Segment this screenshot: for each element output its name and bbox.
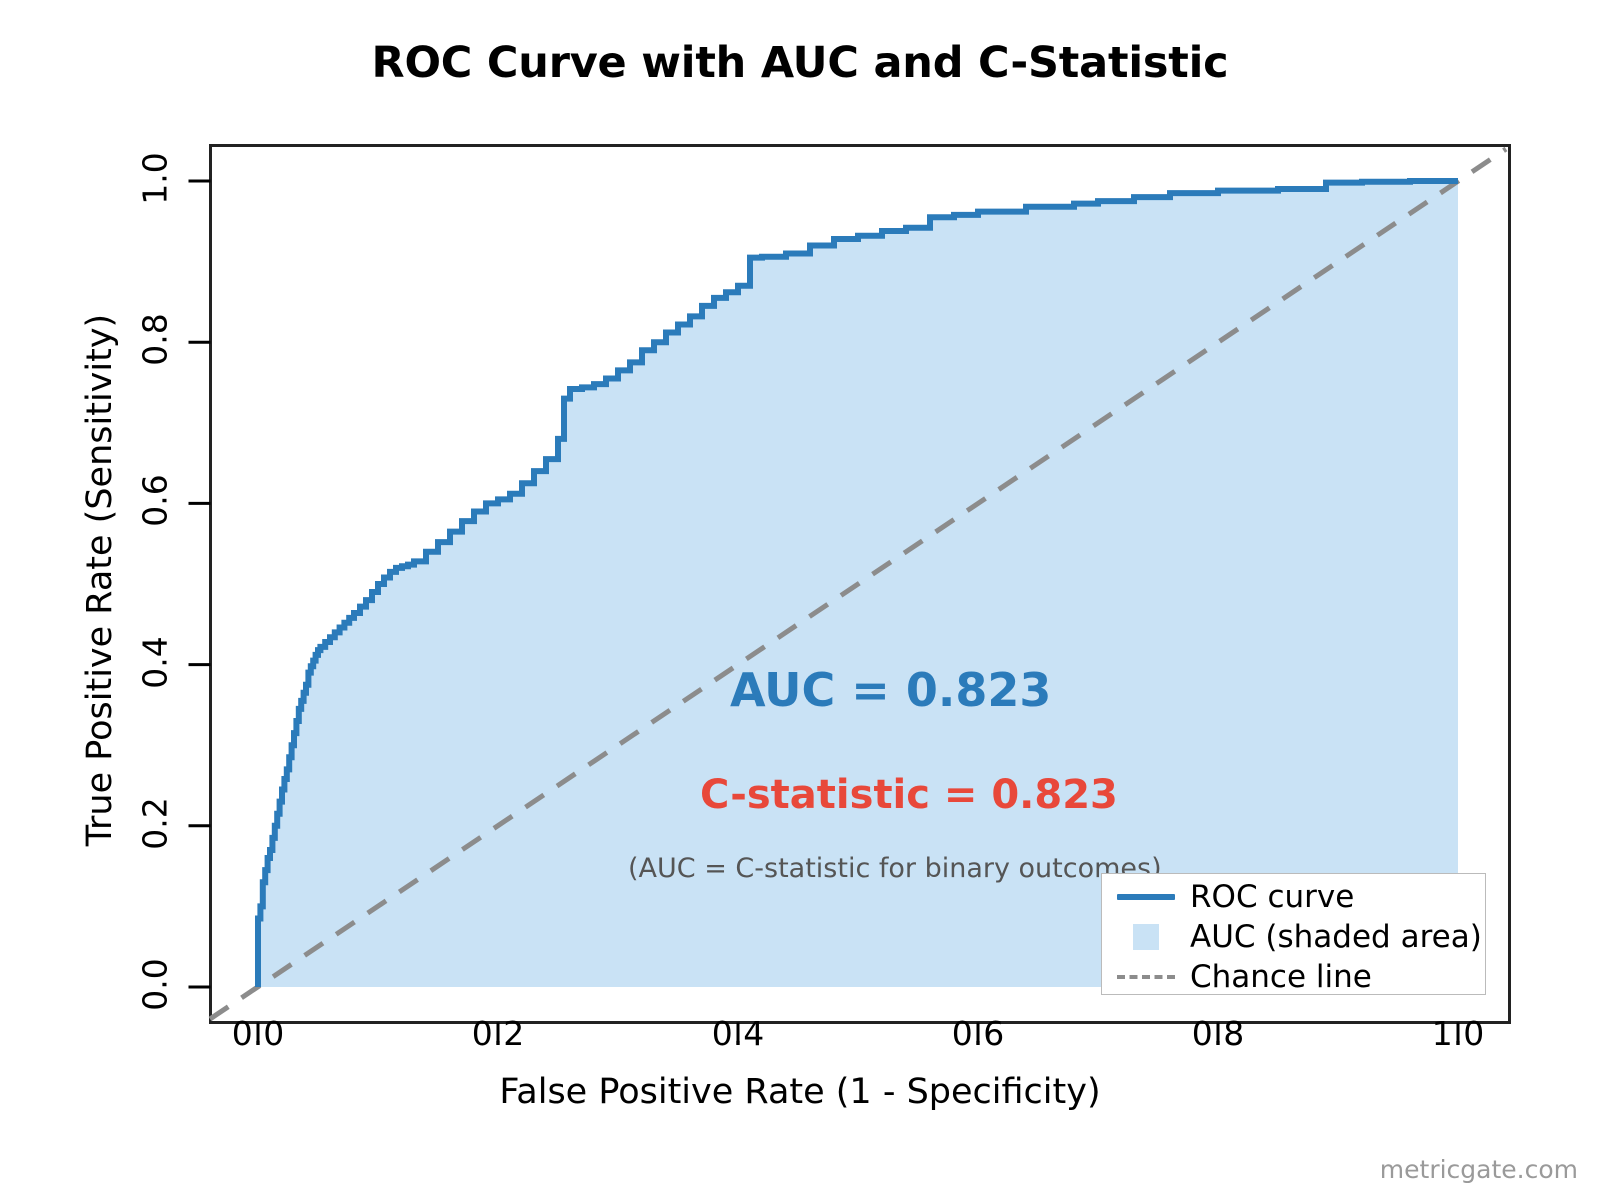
- plot-box-border: [209, 144, 1511, 1024]
- watermark: metricgate.com: [1379, 1155, 1578, 1184]
- y-tick-label: 0.4: [135, 635, 175, 689]
- legend-item-chance-line: Chance line: [1102, 957, 1485, 997]
- auc-annotation: AUC = 0.823: [730, 663, 1052, 717]
- y-tick-label: 0.8: [135, 313, 175, 366]
- y-tick-label: 0.0: [135, 958, 175, 1011]
- x-tick-label: 0.0: [231, 1014, 285, 1053]
- legend-label-roc-curve: ROC curve: [1190, 879, 1355, 915]
- y-tick-label: 0.2: [135, 797, 175, 850]
- x-axis-title: False Positive Rate (1 - Specificity): [499, 1072, 1101, 1112]
- chance-line: [208, 146, 1508, 1022]
- legend: ROC curve AUC (shaded area) Chance line: [1101, 873, 1486, 995]
- y-axis-title: True Positive Rate (Sensitivity): [80, 313, 120, 847]
- legend-label-auc-shaded-area: AUC (shaded area): [1190, 919, 1482, 955]
- x-tick-label: 0.8: [1191, 1014, 1245, 1053]
- chart-title: ROC Curve with AUC and C-Statistic: [371, 38, 1229, 88]
- legend-item-roc-curve: ROC curve: [1102, 877, 1485, 917]
- legend-item-auc-shaded-area: AUC (shaded area): [1102, 917, 1485, 957]
- y-tick-label: 1.0: [135, 152, 175, 205]
- roc-curve-line: [255, 178, 1458, 987]
- legend-label-chance-line: Chance line: [1190, 959, 1372, 995]
- c-statistic-annotation: C-statistic = 0.823: [700, 772, 1118, 818]
- x-axis-ticks: [256, 1022, 1460, 1045]
- x-tick-label: 0.4: [711, 1014, 765, 1053]
- auc-equals-cstat-note: (AUC = C-statistic for binary outcomes): [628, 853, 1162, 884]
- x-tick-label: 0.6: [951, 1014, 1005, 1053]
- dashed-line-key-icon: [1102, 957, 1190, 997]
- x-tick-label: 0.2: [471, 1014, 525, 1053]
- y-axis-ticks: [188, 179, 211, 989]
- x-tick-label: 1.0: [1431, 1014, 1485, 1053]
- line-key-icon: [1102, 877, 1190, 917]
- square-swatch-icon: [1102, 917, 1190, 957]
- y-tick-label: 0.6: [135, 474, 175, 528]
